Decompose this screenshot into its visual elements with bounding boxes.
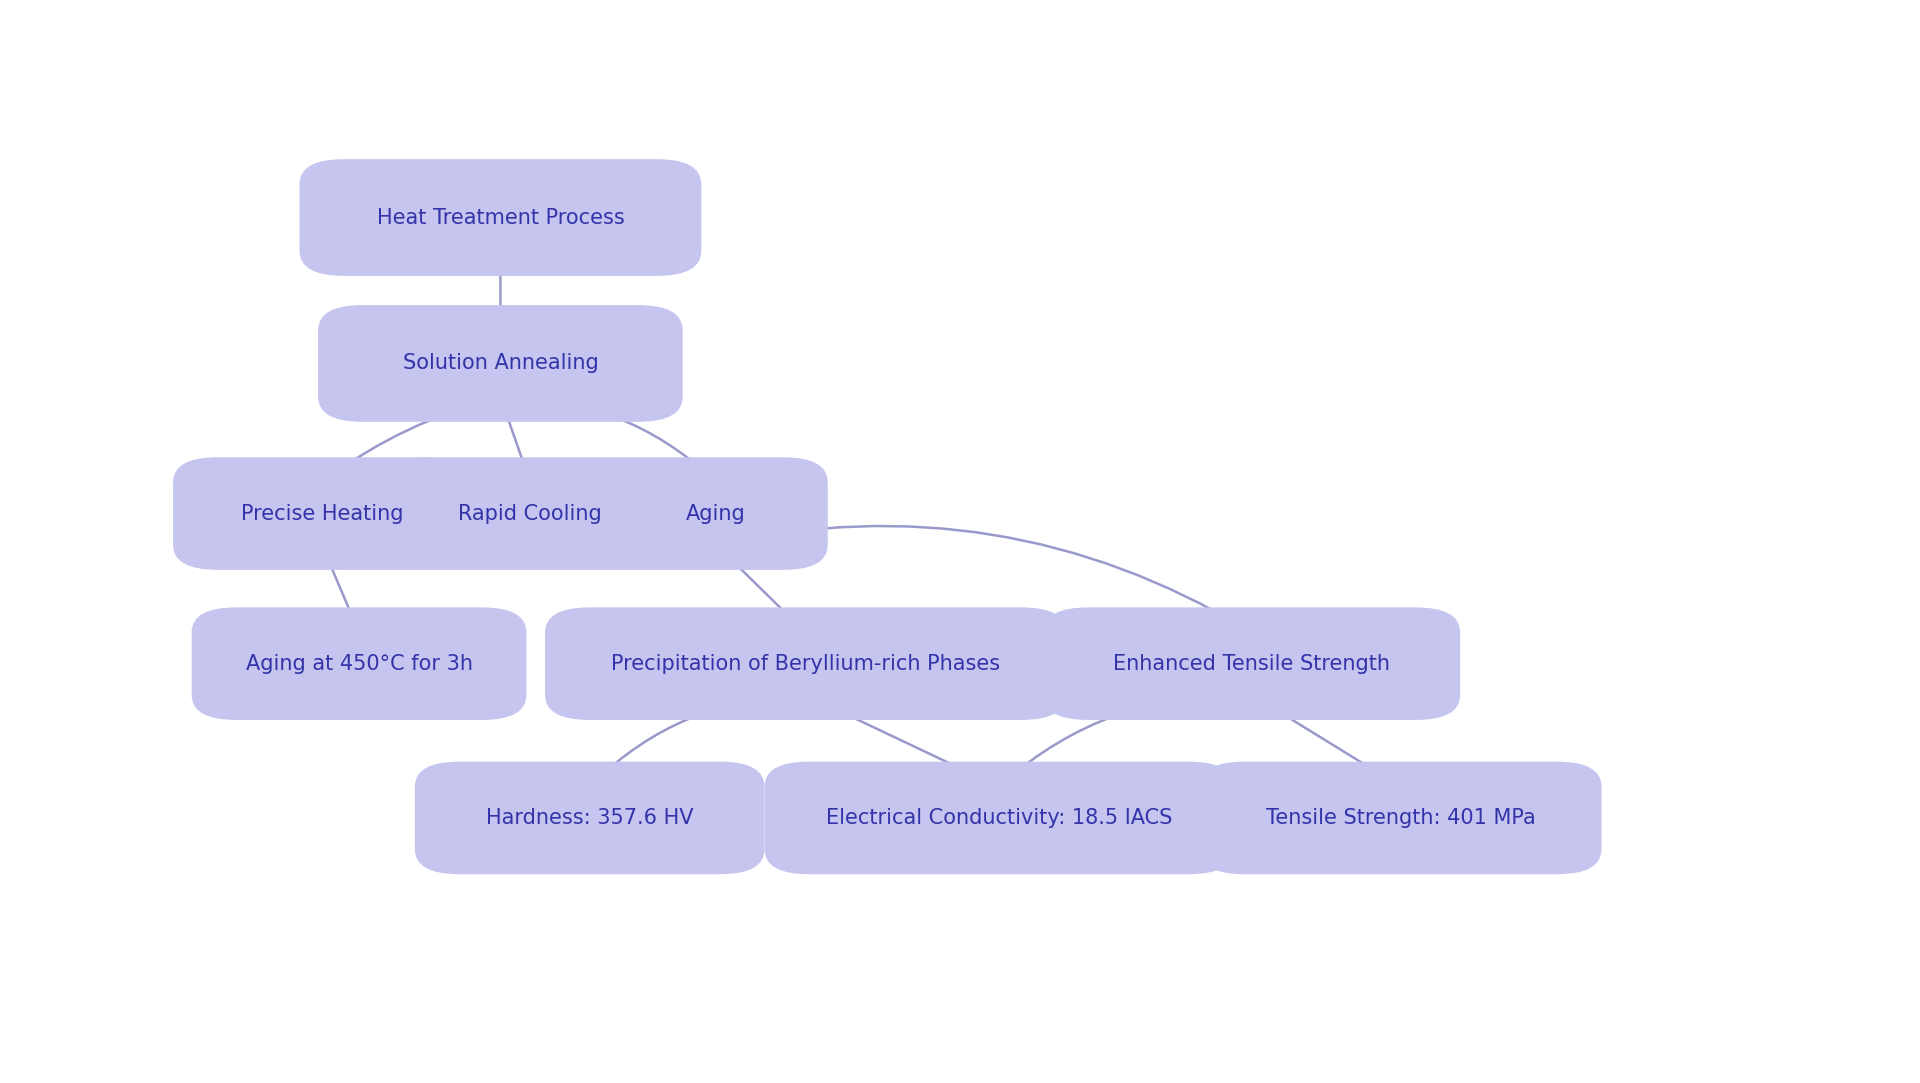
FancyBboxPatch shape: [1044, 608, 1461, 720]
Text: Tensile Strength: 401 MPa: Tensile Strength: 401 MPa: [1265, 808, 1536, 827]
Text: Hardness: 357.6 HV: Hardness: 357.6 HV: [486, 808, 693, 827]
FancyBboxPatch shape: [764, 761, 1233, 874]
Text: Aging: Aging: [685, 504, 747, 523]
FancyBboxPatch shape: [173, 457, 470, 570]
Text: Electrical Conductivity: 18.5 IACS: Electrical Conductivity: 18.5 IACS: [826, 808, 1171, 827]
FancyBboxPatch shape: [319, 305, 684, 422]
Text: Precipitation of Beryllium-rich Phases: Precipitation of Beryllium-rich Phases: [611, 654, 1000, 674]
FancyBboxPatch shape: [605, 457, 828, 570]
Text: Rapid Cooling: Rapid Cooling: [459, 504, 603, 523]
Text: Heat Treatment Process: Heat Treatment Process: [376, 208, 624, 227]
Text: Solution Annealing: Solution Annealing: [403, 353, 599, 374]
FancyBboxPatch shape: [545, 608, 1066, 720]
FancyBboxPatch shape: [1200, 761, 1601, 874]
FancyBboxPatch shape: [382, 457, 680, 570]
Text: Enhanced Tensile Strength: Enhanced Tensile Strength: [1114, 654, 1390, 674]
FancyBboxPatch shape: [192, 608, 526, 720]
Text: Precise Heating: Precise Heating: [240, 504, 403, 523]
Text: Aging at 450°C for 3h: Aging at 450°C for 3h: [246, 654, 472, 674]
FancyBboxPatch shape: [415, 761, 764, 874]
FancyBboxPatch shape: [300, 159, 701, 276]
